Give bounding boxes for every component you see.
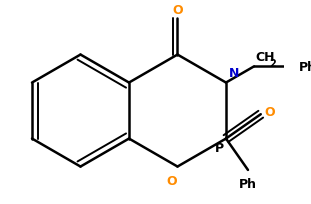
Text: O: O: [166, 174, 177, 187]
Text: N: N: [229, 67, 239, 80]
Text: Ph: Ph: [239, 177, 257, 190]
Text: CH: CH: [255, 51, 275, 64]
Text: O: O: [172, 4, 183, 17]
Text: 2: 2: [269, 58, 276, 68]
Text: Ph: Ph: [299, 61, 311, 73]
Text: P: P: [215, 141, 224, 154]
Text: O: O: [264, 106, 275, 119]
